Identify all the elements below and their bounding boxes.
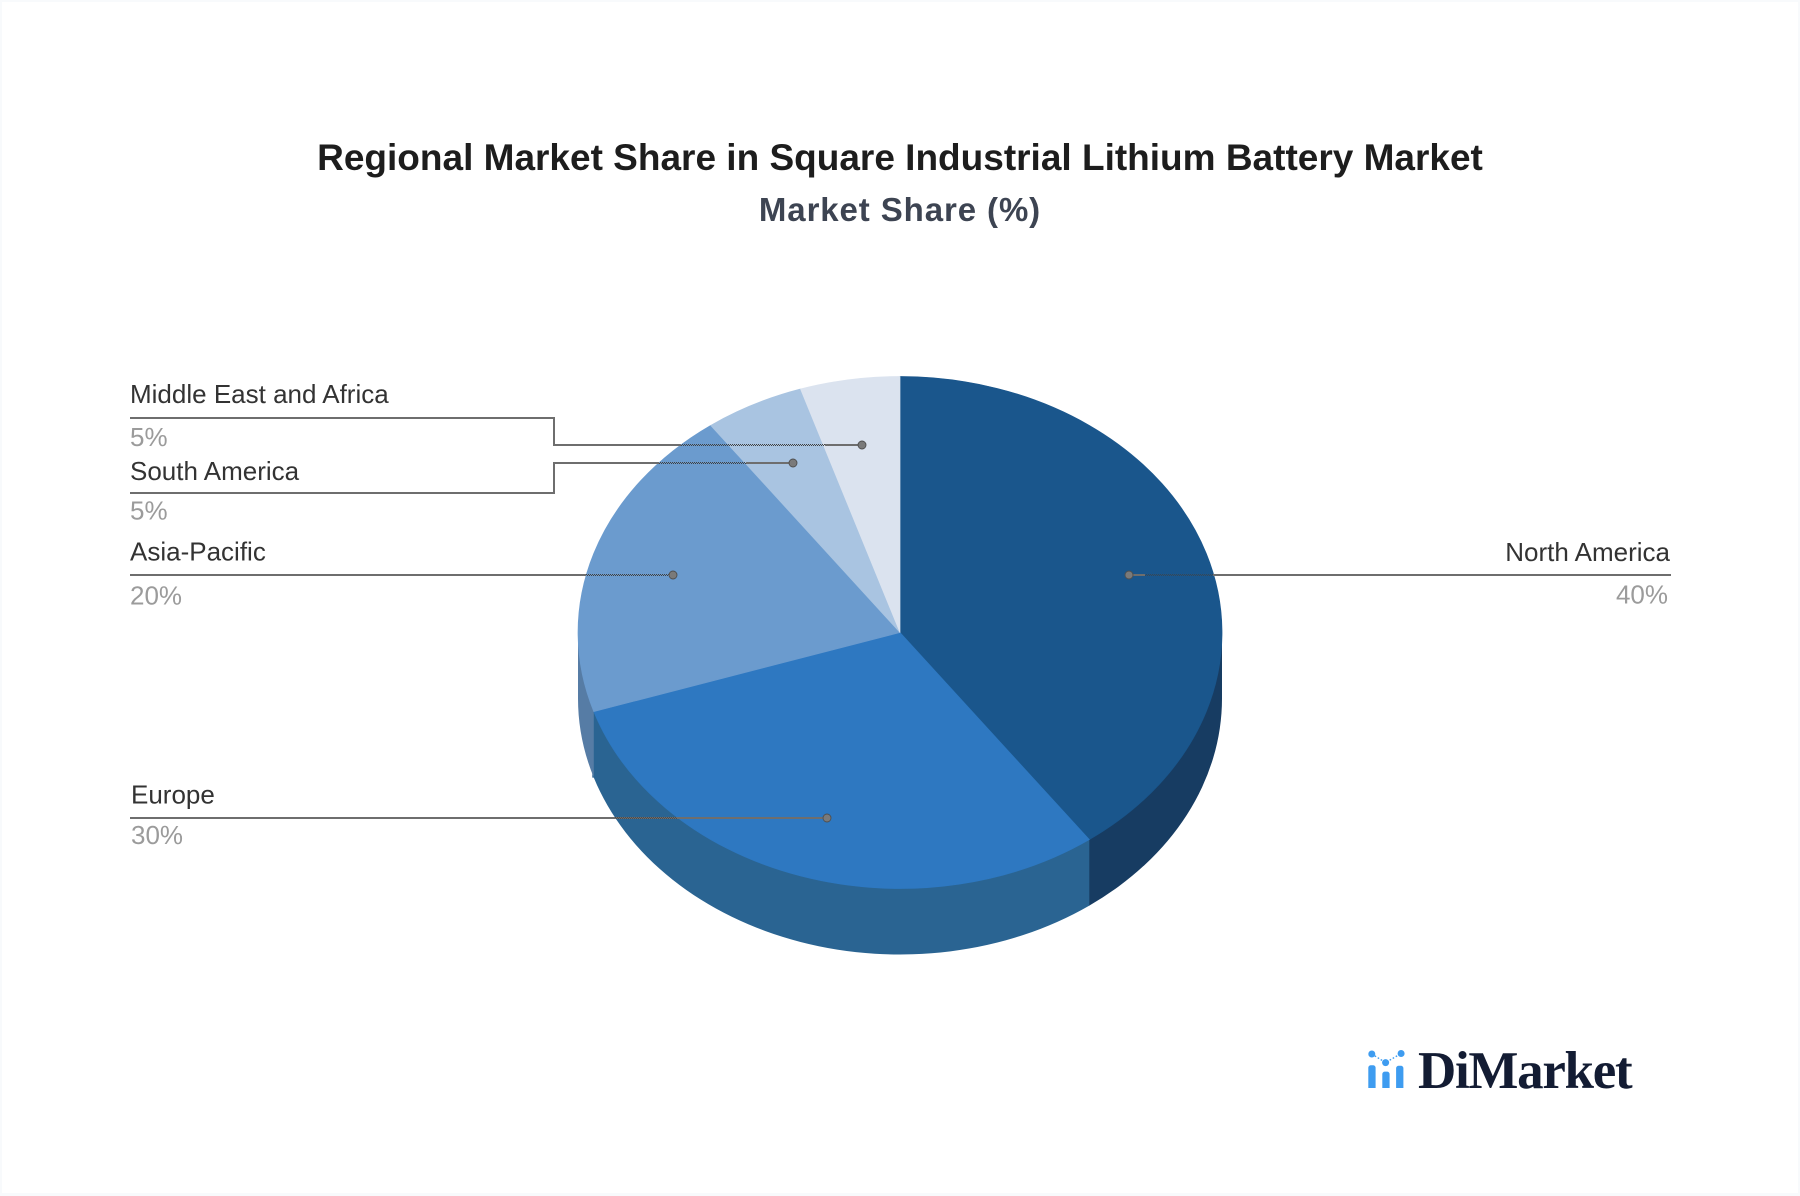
svg-text:20%: 20% bbox=[130, 581, 182, 611]
svg-text:5%: 5% bbox=[130, 496, 168, 526]
svg-text:30%: 30% bbox=[131, 820, 183, 850]
svg-text:North America: North America bbox=[1505, 537, 1670, 567]
svg-text:Asia-Pacific: Asia-Pacific bbox=[130, 537, 266, 567]
svg-text:Market Share (%): Market Share (%) bbox=[759, 191, 1041, 228]
svg-text:Middle East and Africa: Middle East and Africa bbox=[130, 379, 389, 409]
svg-text:40%: 40% bbox=[1616, 580, 1668, 610]
svg-text:DiMarket: DiMarket bbox=[1418, 1042, 1633, 1100]
svg-text:Regional Market Share in Squar: Regional Market Share in Square Industri… bbox=[317, 137, 1483, 178]
svg-text:South America: South America bbox=[130, 456, 300, 486]
svg-text:Europe: Europe bbox=[131, 780, 215, 810]
svg-text:5%: 5% bbox=[130, 422, 168, 452]
